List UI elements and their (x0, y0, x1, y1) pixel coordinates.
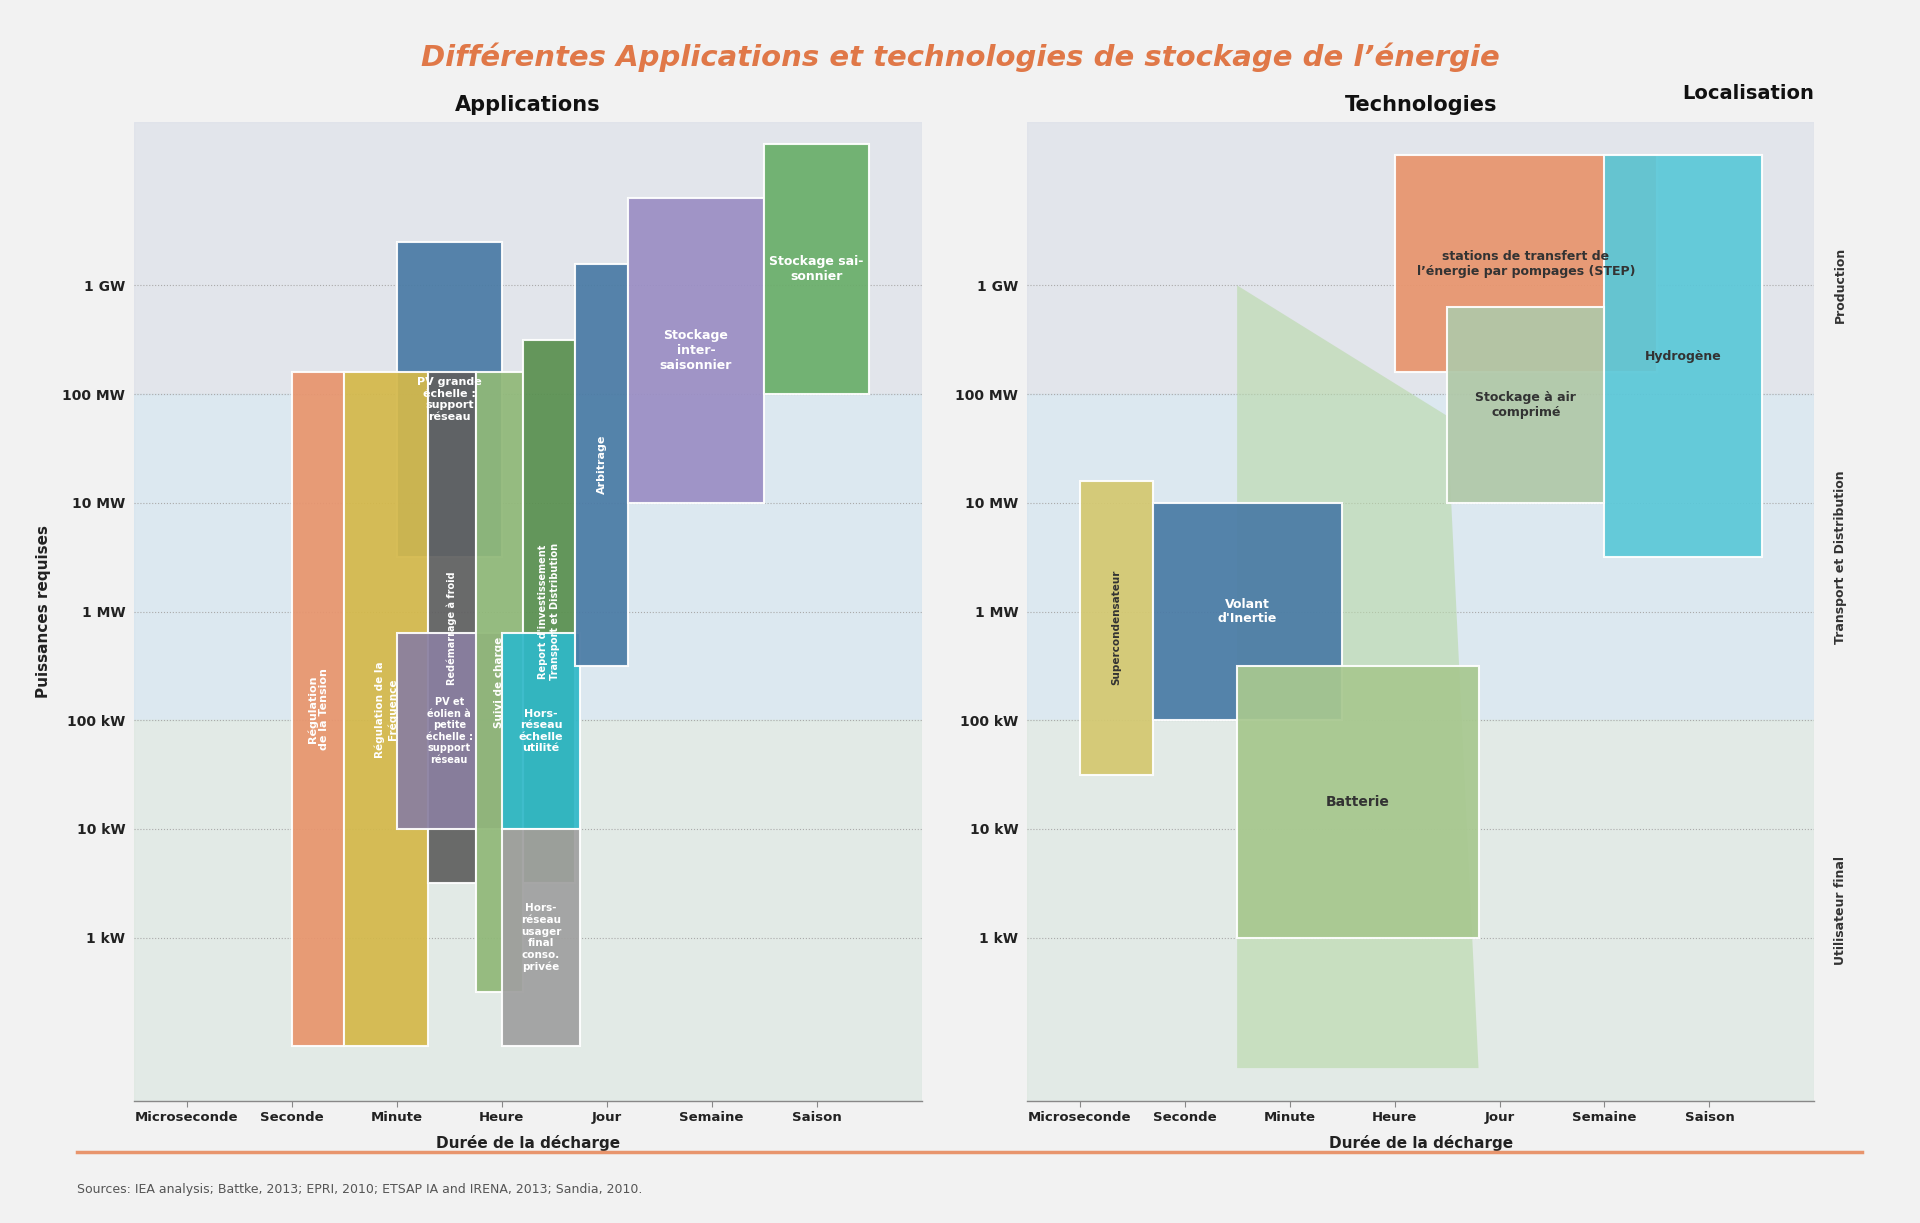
Text: Transport et Distribution: Transport et Distribution (1834, 471, 1847, 645)
Bar (1236, 665, 1478, 938)
Bar (428, 372, 476, 883)
Bar (397, 634, 501, 829)
Text: Différentes Applications et technologies de stockage de l’énergie: Différentes Applications et technologies… (420, 43, 1500, 72)
Text: Batterie: Batterie (1327, 795, 1390, 808)
Bar (522, 340, 576, 883)
Bar (1394, 155, 1657, 372)
Text: Supercondensateur: Supercondensateur (1112, 570, 1121, 686)
Text: Régulation
de la Tension: Régulation de la Tension (307, 669, 328, 750)
Polygon shape (1236, 285, 1478, 1068)
Text: Utilisateur final: Utilisateur final (1834, 856, 1847, 965)
Text: Arbitrage: Arbitrage (597, 435, 607, 494)
Bar (292, 372, 344, 1047)
Text: Volant
d'Inertie: Volant d'Inertie (1217, 598, 1277, 625)
Bar (476, 372, 522, 992)
Title: Applications: Applications (455, 95, 601, 115)
Text: Hors-
réseau
usager
final
conso.
privée: Hors- réseau usager final conso. privée (520, 904, 561, 972)
Bar (134, 122, 922, 394)
Text: stations de transfert de
l’énergie par pompages (STEP): stations de transfert de l’énergie par p… (1417, 249, 1636, 278)
X-axis label: Durée de la décharge: Durée de la décharge (436, 1135, 620, 1151)
Text: PV grande
échelle :
support
réseau: PV grande échelle : support réseau (417, 377, 482, 422)
Bar (134, 394, 922, 720)
Text: Stockage
inter-
saisonnier: Stockage inter- saisonnier (660, 329, 732, 372)
Title: Technologies: Technologies (1344, 95, 1498, 115)
Bar (501, 634, 580, 829)
Y-axis label: Puissances requises: Puissances requises (36, 525, 52, 698)
Text: PV et
éolien à
petite
échelle :
support
réseau: PV et éolien à petite échelle : support … (426, 697, 472, 766)
Text: Stockage à air
comprimé: Stockage à air comprimé (1475, 391, 1576, 419)
Bar (1027, 122, 1814, 394)
Text: Suivi de charge: Suivi de charge (493, 636, 505, 728)
Bar (134, 720, 922, 1155)
Bar (397, 242, 501, 558)
Bar (1448, 307, 1605, 503)
Text: Hors-
réseau
échelle
utilité: Hors- réseau échelle utilité (518, 708, 563, 753)
Bar (576, 264, 628, 665)
Text: Régulation de la
Fréquence: Régulation de la Fréquence (374, 660, 397, 758)
Bar (1027, 720, 1814, 1155)
Text: Sources: IEA analysis; Battke, 2013; EPRI, 2010; ETSAP IA and IRENA, 2013; Sandi: Sources: IEA analysis; Battke, 2013; EPR… (77, 1183, 641, 1196)
Text: Stockage sai-
sonnier: Stockage sai- sonnier (770, 256, 864, 283)
Bar (628, 198, 764, 503)
X-axis label: Durée de la décharge: Durée de la décharge (1329, 1135, 1513, 1151)
Bar (1605, 155, 1763, 558)
Bar (501, 829, 580, 1047)
Bar (1027, 394, 1814, 720)
Bar (344, 372, 428, 1047)
Bar (764, 144, 870, 394)
Text: Production: Production (1834, 247, 1847, 324)
Text: Report d'investissement
Transport et Distribution: Report d'investissement Transport et Dis… (538, 543, 561, 680)
Bar (1079, 481, 1154, 774)
Bar (1154, 503, 1342, 720)
Text: Hydrogène: Hydrogène (1645, 350, 1722, 362)
Text: Redémarrage à froid: Redémarrage à froid (447, 571, 457, 685)
Text: Localisation: Localisation (1682, 83, 1814, 103)
